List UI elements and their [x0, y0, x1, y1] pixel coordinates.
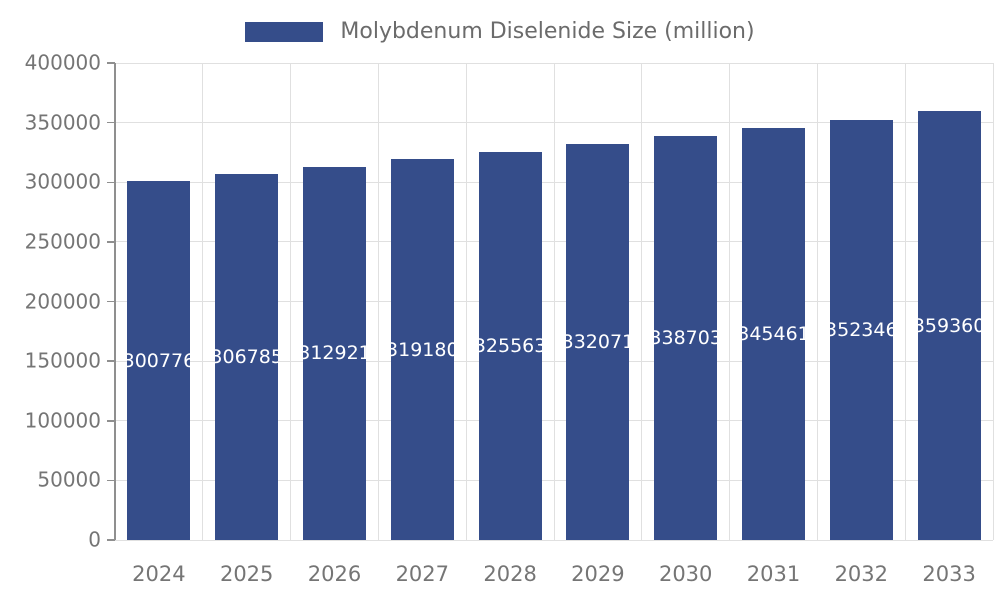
x-tick-label: 2032 — [834, 562, 889, 586]
bar: 319180 — [390, 159, 454, 540]
y-tick-label: 250000 — [24, 229, 101, 254]
y-gridline — [115, 360, 993, 362]
x-tick-label: 2030 — [658, 562, 713, 586]
y-tick-mark — [107, 539, 115, 541]
bar: 359360 — [917, 111, 981, 540]
y-gridline — [115, 301, 993, 302]
y-tick-label: 350000 — [24, 110, 101, 135]
y-axis-line — [114, 63, 116, 540]
y-gridline — [115, 539, 993, 541]
y-tick-label: 200000 — [24, 289, 101, 314]
x-tick-label: 2024 — [132, 562, 186, 586]
bar: 325563 — [478, 151, 542, 540]
legend: Molybdenum Diselenide Size (million) — [0, 19, 1000, 44]
y-tick-label: 150000 — [24, 348, 101, 373]
bar-value-label: 306785 — [215, 346, 279, 369]
bar-value-label: 359360 — [917, 314, 981, 337]
bar-value-label: 325563 — [478, 334, 542, 357]
y-gridline — [115, 122, 993, 124]
legend-swatch — [245, 21, 324, 42]
bar: 352346 — [829, 119, 893, 540]
x-tick-label: 2029 — [571, 562, 625, 586]
y-gridline — [115, 479, 993, 481]
y-tick-label: 100000 — [24, 408, 101, 433]
x-gridline — [992, 63, 994, 540]
y-tick-label: 400000 — [24, 50, 101, 75]
y-gridline — [115, 62, 993, 64]
x-tick-label: 2031 — [746, 562, 801, 586]
bar-value-label: 300776 — [127, 349, 191, 372]
y-tick-mark — [107, 479, 115, 482]
x-tick-label: 2026 — [307, 562, 362, 586]
bar-value-label: 319180 — [390, 338, 454, 361]
y-tick-mark — [107, 420, 115, 422]
y-tick-mark — [107, 62, 115, 64]
y-gridline — [115, 420, 993, 422]
x-tick-label: 2033 — [922, 562, 976, 586]
bar: 300776 — [127, 181, 191, 540]
legend-label: Molybdenum Diselenide Size (million) — [340, 19, 755, 44]
y-tick-mark — [107, 360, 115, 362]
y-tick-mark — [107, 121, 115, 124]
y-gridline — [115, 241, 993, 243]
x-tick-label: 2025 — [219, 562, 274, 586]
bar-value-label: 332071 — [566, 330, 630, 353]
y-tick-mark — [107, 300, 115, 303]
y-tick-label: 50000 — [37, 467, 101, 492]
bar-value-label: 338703 — [654, 327, 718, 350]
y-tick-label: 300000 — [24, 169, 101, 194]
bar-value-label: 352346 — [829, 318, 893, 341]
bar: 345461 — [742, 128, 805, 540]
bar: 312921 — [303, 166, 366, 540]
bar: 306785 — [215, 174, 279, 540]
y-tick-mark — [107, 241, 115, 243]
bar: 332071 — [566, 144, 630, 540]
x-tick-label: 2028 — [483, 562, 537, 586]
y-tick-label: 0 — [88, 527, 101, 552]
x-tick-label: 2027 — [395, 562, 450, 586]
bar: 338703 — [654, 136, 718, 540]
bar-value-label: 345461 — [742, 323, 805, 345]
bar-value-label: 312921 — [303, 342, 366, 365]
y-gridline — [115, 181, 993, 183]
y-tick-mark — [107, 181, 115, 183]
